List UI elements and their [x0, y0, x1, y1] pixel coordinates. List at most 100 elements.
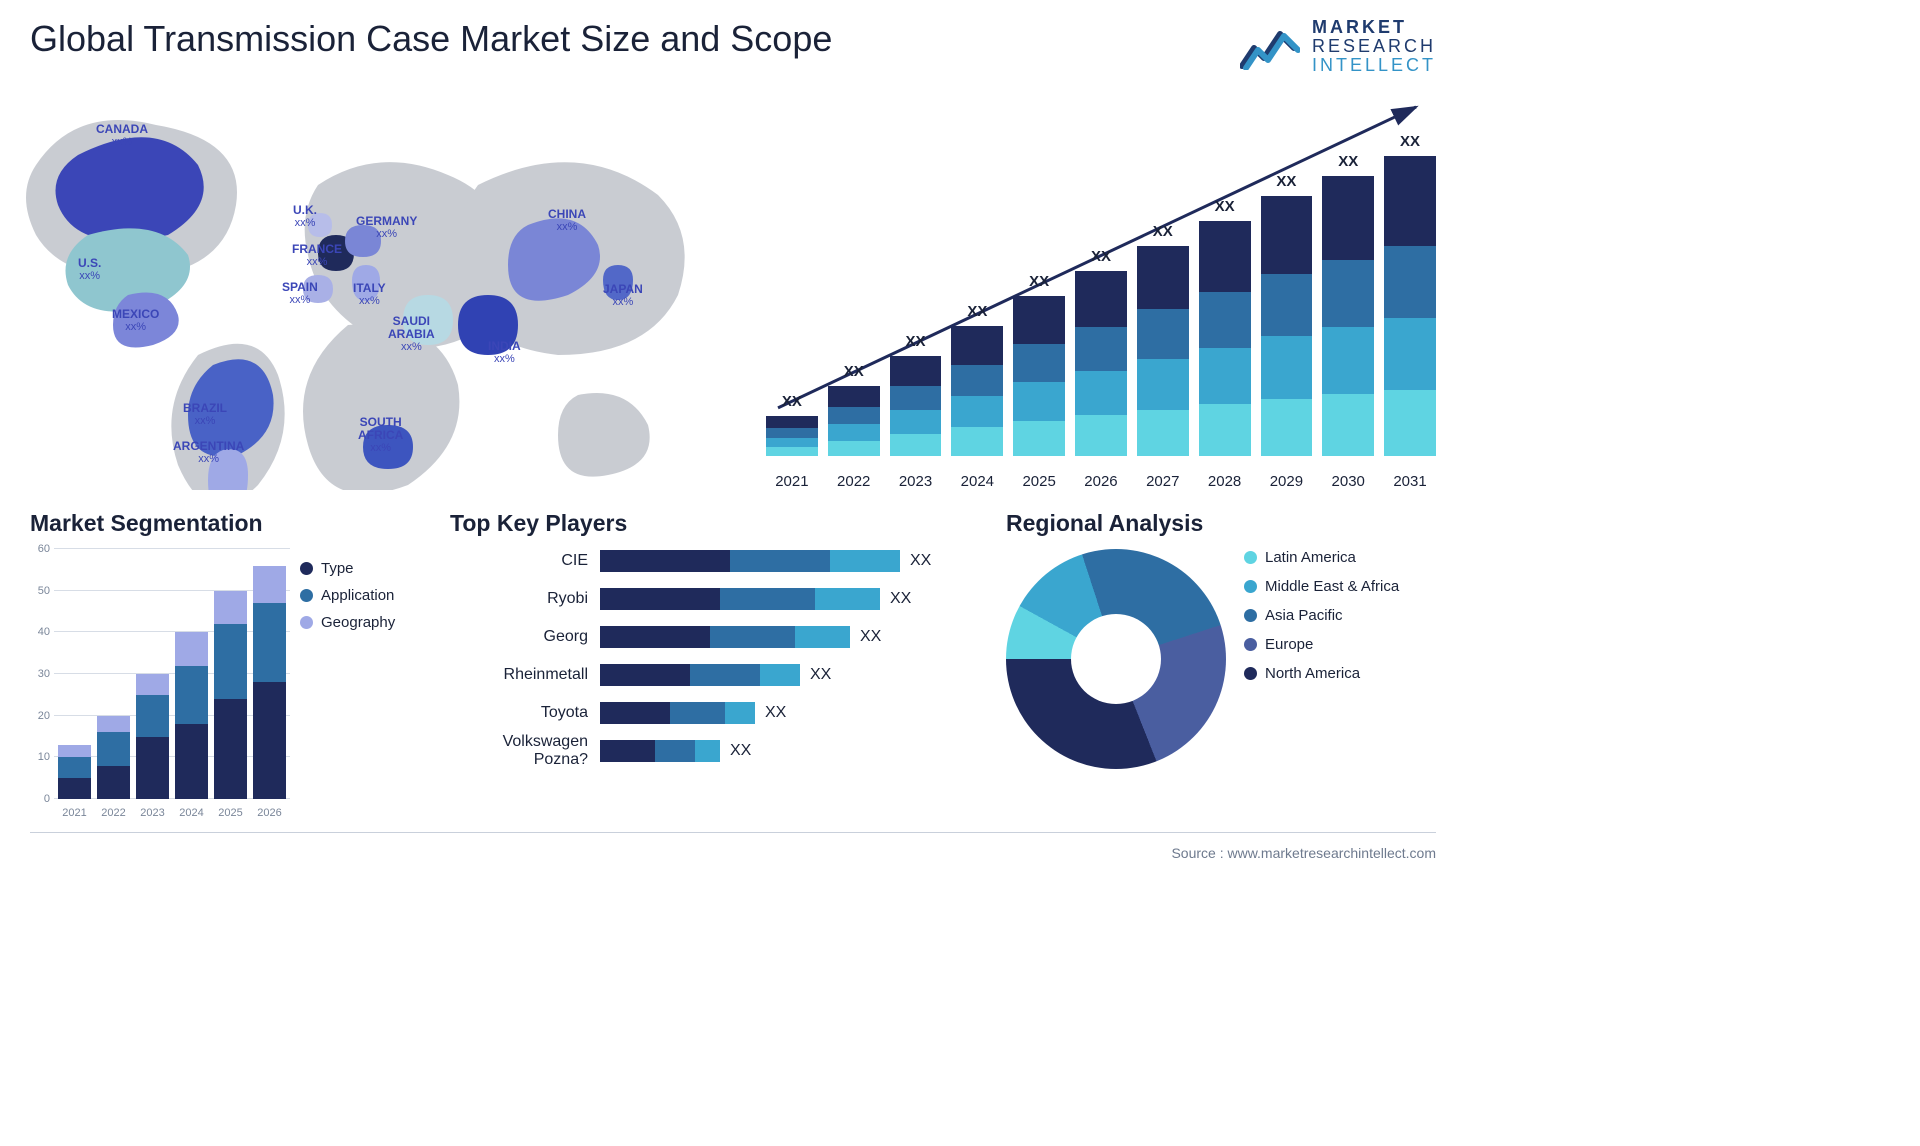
segmentation-legend-item: Type	[300, 560, 395, 577]
keyplayer-bar	[600, 550, 900, 572]
regional-legend: Latin AmericaMiddle East & AfricaAsia Pa…	[1244, 549, 1399, 694]
keyplayer-value: XX	[730, 742, 751, 760]
forecast-bar: XX	[951, 326, 1003, 456]
segmentation-bar-segment	[175, 666, 208, 724]
forecast-bar-segment	[1137, 359, 1189, 409]
keyplayer-bar-segment	[600, 664, 690, 686]
segmentation-bar-segment	[136, 695, 169, 737]
map-country-label: JAPANxx%	[603, 283, 643, 308]
forecast-bar-segment	[766, 416, 818, 428]
forecast-bar-segment	[1013, 421, 1065, 456]
map-country-label: MEXICOxx%	[112, 308, 159, 333]
keyplayer-bar-segment	[600, 550, 730, 572]
forecast-bar-segment	[1199, 221, 1251, 292]
keyplayer-bar-segment	[600, 588, 720, 610]
forecast-bar-segment	[890, 410, 942, 434]
keyplayer-bar-segment	[670, 702, 725, 724]
segmentation-chart: 0102030405060 202120222023202420252026	[30, 549, 290, 819]
forecast-bar-segment	[1199, 404, 1251, 456]
forecast-x-label: 2021	[766, 473, 818, 490]
keyplayer-row: GeorgXX	[450, 623, 990, 651]
keyplayer-bar	[600, 588, 880, 610]
segmentation-section: Market Segmentation 0102030405060 202120…	[30, 510, 400, 819]
forecast-bar-value: XX	[890, 333, 942, 350]
logo-line1: MARKET	[1312, 18, 1436, 37]
forecast-bar-segment	[828, 407, 880, 424]
forecast-bar-segment	[1013, 344, 1065, 382]
forecast-bar-segment	[828, 441, 880, 456]
forecast-bar-segment	[1013, 296, 1065, 344]
forecast-bar-segment	[951, 427, 1003, 456]
forecast-x-label: 2028	[1199, 473, 1251, 490]
seg-ytick: 60	[38, 543, 50, 555]
forecast-bar-segment	[1322, 176, 1374, 260]
seg-x-label: 2021	[58, 807, 91, 819]
segmentation-bar	[175, 632, 208, 799]
keyplayer-value: XX	[910, 552, 931, 570]
segmentation-bar-segment	[253, 682, 286, 799]
forecast-bar-value: XX	[1199, 198, 1251, 215]
forecast-bar-value: XX	[1322, 153, 1374, 170]
map-country-label: SOUTHAFRICAxx%	[358, 416, 403, 454]
keyplayer-row: RyobiXX	[450, 585, 990, 613]
segmentation-bar-segment	[175, 724, 208, 799]
seg-ytick: 30	[38, 668, 50, 680]
legend-swatch-icon	[300, 562, 313, 575]
map-country-label: GERMANYxx%	[356, 215, 417, 240]
forecast-bar-segment	[1199, 292, 1251, 348]
forecast-x-label: 2024	[951, 473, 1003, 490]
keyplayer-name: Rheinmetall	[450, 666, 600, 684]
forecast-bar-segment	[1075, 371, 1127, 415]
segmentation-bar-segment	[214, 699, 247, 799]
keyplayer-value: XX	[890, 590, 911, 608]
seg-ytick: 40	[38, 626, 50, 638]
legend-swatch-icon	[1244, 551, 1257, 564]
keyplayer-bar-segment	[730, 550, 830, 572]
legend-label: Asia Pacific	[1265, 607, 1343, 624]
keyplayer-bar	[600, 702, 755, 724]
forecast-bar-segment	[1261, 336, 1313, 398]
source-attribution: Source : www.marketresearchintellect.com	[1171, 845, 1436, 861]
regional-section: Regional Analysis Latin AmericaMiddle Ea…	[1006, 510, 1436, 769]
footer-divider	[30, 832, 1436, 833]
keyplayer-name: Georg	[450, 628, 600, 646]
forecast-bar-segment	[1261, 274, 1313, 336]
segmentation-legend-item: Geography	[300, 614, 395, 631]
map-country-label: BRAZILxx%	[183, 402, 227, 427]
forecast-bar-segment	[1384, 156, 1436, 246]
map-country-label: U.S.xx%	[78, 257, 101, 282]
page-title: Global Transmission Case Market Size and…	[30, 18, 832, 60]
keyplayers-title: Top Key Players	[450, 510, 990, 537]
forecast-bar-value: XX	[1261, 173, 1313, 190]
forecast-bar-value: XX	[951, 303, 1003, 320]
forecast-bar-value: XX	[1384, 133, 1436, 150]
segmentation-bar-segment	[214, 591, 247, 624]
seg-x-label: 2022	[97, 807, 130, 819]
regional-legend-item: Europe	[1244, 636, 1399, 653]
segmentation-bar-segment	[58, 778, 91, 799]
brand-logo: MARKET RESEARCH INTELLECT	[1240, 18, 1436, 75]
legend-swatch-icon	[300, 589, 313, 602]
keyplayer-row: Volkswagen Pozna?XX	[450, 737, 990, 765]
keyplayer-bar-segment	[815, 588, 880, 610]
forecast-bar-value: XX	[1075, 248, 1127, 265]
legend-swatch-icon	[1244, 609, 1257, 622]
map-country-label: ITALYxx%	[353, 282, 386, 307]
forecast-bar-segment	[1322, 327, 1374, 394]
forecast-bar-segment	[1261, 399, 1313, 456]
forecast-bar-segment	[1322, 260, 1374, 327]
forecast-bar-segment	[890, 386, 942, 410]
forecast-bar-segment	[1137, 246, 1189, 309]
seg-x-label: 2023	[136, 807, 169, 819]
forecast-bar-value: XX	[1013, 273, 1065, 290]
forecast-bar-value: XX	[766, 393, 818, 410]
keyplayer-bar-segment	[690, 664, 760, 686]
forecast-bar-segment	[1075, 271, 1127, 327]
segmentation-bar-segment	[58, 745, 91, 758]
forecast-x-label: 2022	[828, 473, 880, 490]
legend-label: Latin America	[1265, 549, 1356, 566]
forecast-x-label: 2031	[1384, 473, 1436, 490]
seg-x-label: 2026	[253, 807, 286, 819]
forecast-bar: XX	[1013, 296, 1065, 456]
map-country-label: CANADAxx%	[96, 123, 148, 148]
